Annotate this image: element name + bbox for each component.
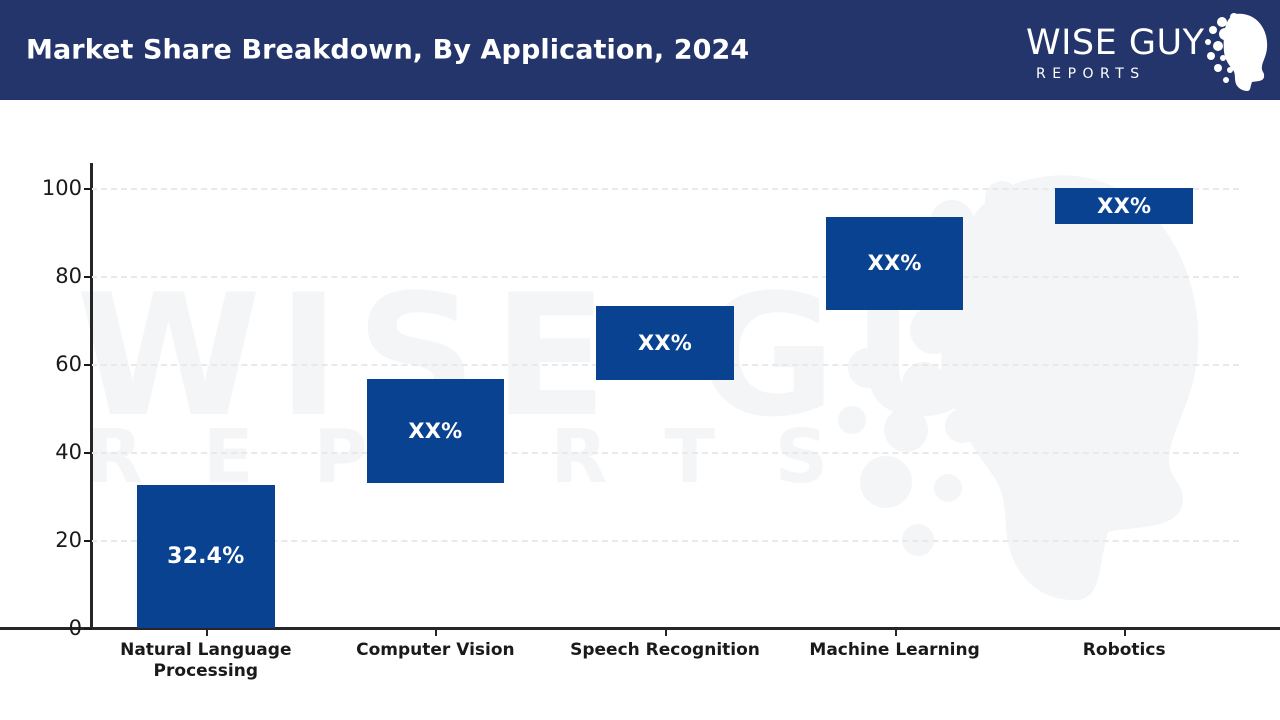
y-axis-tick-mark: [84, 276, 92, 278]
bar-value-label: XX%: [637, 330, 692, 355]
y-axis-tick-mark: [84, 628, 92, 630]
bar-value-label: XX%: [867, 251, 922, 276]
gridline: [91, 540, 1239, 542]
x-axis-tick-label: Robotics: [1082, 640, 1166, 660]
bar[interactable]: XX%: [596, 305, 734, 380]
y-axis-tick-mark: [84, 188, 92, 190]
bar[interactable]: XX%: [1055, 188, 1194, 225]
header-bar: Market Share Breakdown, By Application, …: [0, 0, 1280, 100]
y-axis-line: [90, 163, 93, 629]
y-axis-tick-label: 80: [55, 264, 82, 288]
bar-value-label: XX%: [1097, 194, 1152, 219]
x-axis-line: [0, 627, 1280, 630]
y-axis-tick-label: 40: [55, 440, 82, 464]
bar[interactable]: XX%: [366, 378, 505, 483]
gridline: [91, 452, 1239, 454]
x-axis-tick-label: Computer Vision: [356, 640, 515, 660]
bar-value-label: 32.4%: [167, 544, 245, 570]
plot-area: 0 20 40 60 80 100 32.4% Natural Language Proces…: [0, 100, 1280, 720]
wise-guy-reports-logo: WISE GUY REPORTS: [1022, 8, 1270, 92]
bar-value-label: XX%: [408, 418, 463, 443]
y-axis-tick-label: 100: [41, 176, 82, 200]
x-axis-tick-mark: [894, 628, 897, 636]
gridline: [91, 276, 1239, 278]
y-axis-tick-label: 20: [55, 528, 82, 552]
x-axis-tick-mark: [435, 628, 438, 636]
y-axis-tick-mark: [84, 364, 92, 366]
y-axis-tick-label: 60: [55, 352, 82, 376]
x-axis-tick-label: Machine Learning: [809, 640, 980, 660]
gridline: [91, 188, 1239, 190]
x-axis-tick-mark: [205, 628, 208, 636]
y-axis-tick-mark: [84, 452, 92, 454]
y-axis-tick-mark: [84, 540, 92, 542]
y-axis-tick-label: 0: [68, 616, 82, 640]
x-axis-tick-label: Natural Language Processing: [120, 640, 292, 682]
svg-text:WISE GUY: WISE GUY: [1026, 23, 1205, 63]
x-axis-tick-mark: [1124, 628, 1127, 636]
svg-text:REPORTS: REPORTS: [1036, 66, 1146, 82]
bar-chart: WISE GUY REPORTS: [0, 100, 1280, 720]
bar[interactable]: XX%: [825, 217, 964, 310]
bar[interactable]: 32.4%: [136, 485, 275, 628]
page-title: Market Share Breakdown, By Application, …: [26, 34, 750, 66]
x-axis-tick-label: Speech Recognition: [570, 640, 760, 660]
x-axis-tick-mark: [665, 628, 667, 636]
